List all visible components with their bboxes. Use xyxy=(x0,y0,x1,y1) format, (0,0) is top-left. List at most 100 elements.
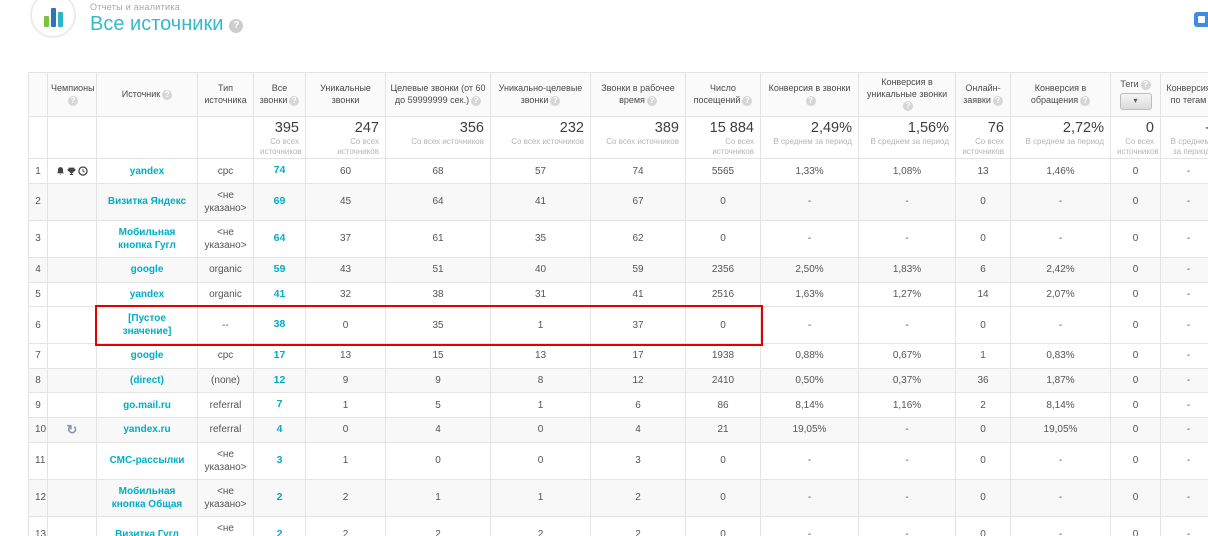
help-icon[interactable]: ? xyxy=(550,95,561,106)
cell-champions xyxy=(47,182,97,221)
cell-online_leads: 0 xyxy=(955,478,1011,517)
all-calls-link[interactable]: 4 xyxy=(276,423,283,436)
all-calls-link[interactable]: 74 xyxy=(273,164,286,177)
source-link[interactable]: yandex xyxy=(129,288,165,300)
total-value: 232 xyxy=(559,120,584,137)
cell-unique_calls: 45 xyxy=(305,182,386,221)
corner-widget-icon[interactable] xyxy=(1194,12,1208,27)
cell-conv_unique_calls: - xyxy=(858,182,956,221)
help-icon[interactable]: ? xyxy=(162,89,173,100)
cell-tags: 0 xyxy=(1110,417,1161,443)
total-num xyxy=(28,116,48,160)
cell-unique_target_calls: 57 xyxy=(490,158,591,184)
cell-type: organic xyxy=(197,281,254,308)
cell-unique_target_calls: 0 xyxy=(490,417,591,443)
cell-conv_calls: 0,50% xyxy=(760,367,859,394)
col-header-unique_calls: Уникальные звонки xyxy=(305,71,386,118)
col-header-tags: Теги? ▾ xyxy=(1110,71,1161,118)
title-block: Отчеты и аналитика Все источники? xyxy=(90,2,244,36)
all-calls-link[interactable]: 7 xyxy=(276,398,283,411)
all-calls-link[interactable]: 41 xyxy=(273,287,286,300)
help-icon[interactable]: ? xyxy=(1140,79,1151,90)
cell-conv_contacts: - xyxy=(1010,515,1111,536)
source-link[interactable]: yandex.ru xyxy=(123,424,171,436)
cell-visits: 0 xyxy=(685,306,761,345)
help-icon[interactable]: ? xyxy=(289,95,300,106)
table-row: 7 google cpc 17 13 15 13 17 1938 0,88% 0,67% 1 0,83%… xyxy=(28,343,1208,369)
cell-unique_target_calls: 1 xyxy=(490,392,591,419)
cell-source: go.mail.ru xyxy=(96,392,198,419)
total-caption: Со всех источников xyxy=(511,137,584,147)
source-link[interactable]: СМС-рассылки xyxy=(109,455,185,467)
source-link[interactable]: google xyxy=(130,264,164,276)
cell-unique_calls: 43 xyxy=(305,256,386,283)
help-icon[interactable]: ? xyxy=(1080,95,1091,106)
col-header-visits: Число посещений? xyxy=(685,71,761,118)
cell-conv_contacts: 0,83% xyxy=(1010,343,1111,369)
cell-champions xyxy=(47,392,97,419)
cell-unique_calls: 2 xyxy=(305,478,386,517)
source-link[interactable]: [Пустое значение] xyxy=(122,313,172,338)
cell-conv_calls: - xyxy=(760,441,859,480)
tags-filter-button[interactable]: ▾ xyxy=(1119,93,1152,111)
source-link[interactable]: Визитка Гугл xyxy=(115,529,179,536)
cell-all_calls: 3 xyxy=(253,441,306,480)
help-icon[interactable]: ? xyxy=(805,95,816,106)
all-calls-link[interactable]: 69 xyxy=(273,195,286,208)
col-label: Источник xyxy=(121,88,161,99)
topbar: Отчеты и аналитика Все источники? xyxy=(0,0,1208,72)
all-calls-link[interactable]: 12 xyxy=(273,373,286,386)
source-link[interactable]: Визитка Яндекс xyxy=(107,196,187,208)
app-logo-icon[interactable] xyxy=(30,0,76,38)
cell-target_calls: 9 xyxy=(385,367,491,394)
cell-conv_contacts: - xyxy=(1010,478,1111,517)
cell-conv_calls: 0,88% xyxy=(760,343,859,369)
col-header-conv_unique_calls: Конверсия в уникальные звонки? xyxy=(858,71,956,118)
cell-work_time_calls: 2 xyxy=(590,478,686,517)
logo-bar-green xyxy=(43,16,49,27)
cell-tags: 0 xyxy=(1110,182,1161,221)
cell-work_time_calls: 3 xyxy=(590,441,686,480)
cell-tags: 0 xyxy=(1110,306,1161,345)
help-icon[interactable]: ? xyxy=(471,95,482,106)
sources-table: Чемпионы? Источник? Тип источника Все звонк… xyxy=(28,71,1208,536)
help-icon[interactable]: ? xyxy=(903,101,913,112)
total-value: 2,72% xyxy=(1062,120,1104,137)
cell-visits: 1938 xyxy=(685,343,761,369)
cell-conv_calls: 1,63% xyxy=(760,281,859,308)
all-calls-link[interactable]: 2 xyxy=(276,527,283,536)
cell-tags: 0 xyxy=(1110,478,1161,517)
source-link[interactable]: (direct) xyxy=(130,375,164,387)
cell-conv_contacts: 19,05% xyxy=(1010,417,1111,443)
total-value: 395 xyxy=(274,120,299,137)
logo-bar-teal xyxy=(57,12,63,27)
all-calls-link[interactable]: 64 xyxy=(273,232,286,245)
title-help-icon[interactable]: ? xyxy=(229,19,244,33)
help-icon[interactable]: ? xyxy=(68,95,78,106)
cell-work_time_calls: 67 xyxy=(590,182,686,221)
cell-unique_calls: 0 xyxy=(305,306,386,345)
source-link[interactable]: yandex xyxy=(129,165,165,177)
help-icon[interactable]: ? xyxy=(742,95,753,106)
refresh-icon[interactable]: ↻ xyxy=(66,421,78,437)
help-icon[interactable]: ? xyxy=(992,95,1003,106)
cell-visits: 0 xyxy=(685,478,761,517)
cell-conv_calls: 19,05% xyxy=(760,417,859,443)
source-link[interactable]: go.mail.ru xyxy=(123,399,171,411)
all-calls-link[interactable]: 17 xyxy=(273,349,286,362)
cell-source: (direct) xyxy=(96,367,198,394)
cell-source: yandex xyxy=(96,158,198,184)
help-icon[interactable]: ? xyxy=(646,95,657,106)
source-link[interactable]: Мобильная кнопка Общая xyxy=(111,485,183,510)
all-calls-link[interactable]: 2 xyxy=(276,490,283,503)
cell-target_calls: 64 xyxy=(385,182,491,221)
all-calls-link[interactable]: 59 xyxy=(273,262,286,275)
all-calls-link[interactable]: 38 xyxy=(273,318,286,331)
source-link[interactable]: Мобильная кнопка Гугл xyxy=(118,226,176,251)
cell-conv_unique_calls: 1,27% xyxy=(858,281,956,308)
all-calls-link[interactable]: 3 xyxy=(276,453,283,466)
cell-type: -- xyxy=(197,306,254,345)
source-link[interactable]: google xyxy=(130,350,164,362)
cell-unique_target_calls: 31 xyxy=(490,281,591,308)
